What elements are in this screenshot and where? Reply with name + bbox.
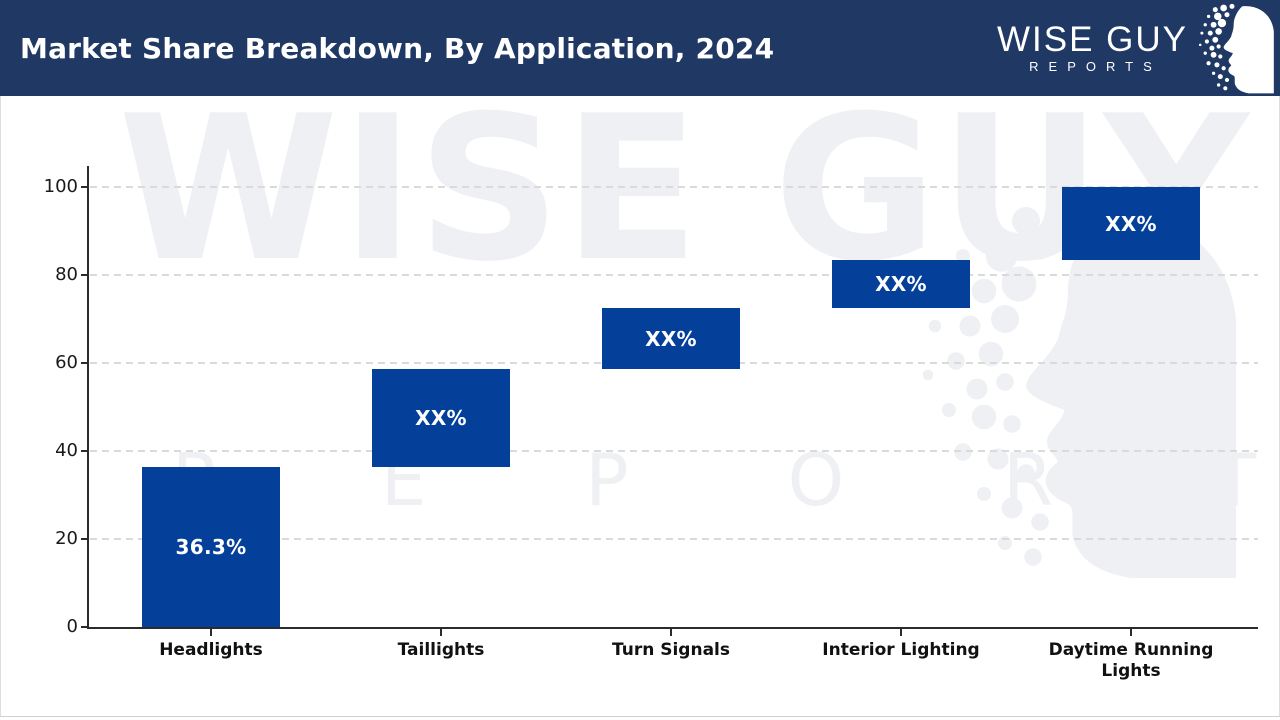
y-tick xyxy=(81,626,88,628)
y-tick xyxy=(81,450,88,452)
page-border-bottom xyxy=(0,716,1280,717)
y-tick-label: 60 xyxy=(55,352,78,373)
y-axis xyxy=(87,166,89,629)
bar-interior-lighting: XX% xyxy=(832,260,970,308)
logo-subtext: REPORTS xyxy=(1029,59,1162,74)
x-category-label: Taillights xyxy=(397,640,485,660)
gridline xyxy=(90,538,1258,540)
y-tick xyxy=(81,186,88,188)
header: Market Share Breakdown, By Application, … xyxy=(0,0,1280,96)
y-tick xyxy=(81,274,88,276)
logo-text: WISE GUY REPORTS xyxy=(997,22,1188,74)
y-tick-label: 0 xyxy=(66,616,78,637)
chart-title: Market Share Breakdown, By Application, … xyxy=(20,31,775,65)
gridline xyxy=(90,450,1258,452)
y-tick-label: 80 xyxy=(55,264,78,285)
bar-value-label: XX% xyxy=(415,406,467,431)
bar-turn-signals: XX% xyxy=(602,308,740,370)
bar-value-label: XX% xyxy=(645,326,697,351)
page-border-left xyxy=(0,96,1,717)
y-tick xyxy=(81,538,88,540)
chart-area: WISE GUY R E P O R T S 02040608010036.3%… xyxy=(0,96,1280,720)
bar-headlights: 36.3% xyxy=(142,467,280,627)
bar-taillights: XX% xyxy=(372,369,510,468)
y-tick xyxy=(81,362,88,364)
bar-value-label: 36.3% xyxy=(175,535,247,560)
x-tick xyxy=(670,629,672,636)
logo-wordmark: WISE GUY xyxy=(996,20,1188,59)
x-tick xyxy=(900,629,902,636)
x-category-label: Headlights xyxy=(159,640,263,660)
x-axis xyxy=(87,627,1258,629)
gridline xyxy=(90,186,1258,188)
x-category-label: Daytime Running Lights xyxy=(1048,640,1214,681)
x-tick xyxy=(210,629,212,636)
bar-value-label: XX% xyxy=(1105,211,1157,236)
plot: 0 20 40 60 80 100 36.3% Headlights XX% Taillights… xyxy=(0,96,1280,720)
logo-face-icon xyxy=(1198,3,1274,94)
y-tick-label: 100 xyxy=(43,176,78,197)
bar-value-label: XX% xyxy=(875,272,927,296)
x-tick xyxy=(440,629,442,636)
gridline xyxy=(90,274,1258,276)
y-tick-label: 40 xyxy=(55,440,78,461)
x-category-label: Interior Lighting xyxy=(822,640,980,660)
bar-daytime-running-lights: XX% xyxy=(1062,187,1200,261)
y-tick-label: 20 xyxy=(55,528,78,549)
x-tick xyxy=(1130,629,1132,636)
x-category-label: Turn Signals xyxy=(612,640,730,660)
wiseguy-logo: WISE GUY REPORTS xyxy=(997,0,1274,96)
